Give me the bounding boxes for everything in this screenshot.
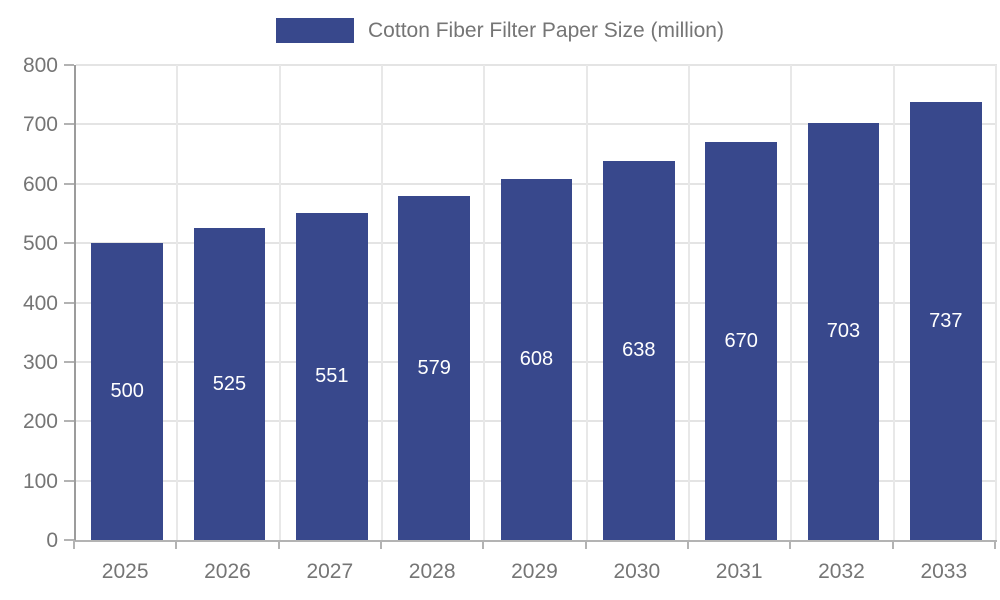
x-tick-mark (277, 540, 280, 549)
x-tick-label: 2030 (613, 560, 661, 583)
x-tick-mark (73, 540, 75, 549)
bar-value-label: 551 (315, 364, 349, 387)
bar: 579 (398, 196, 470, 540)
x-tick-mark (380, 540, 382, 549)
bar: 670 (705, 142, 777, 540)
x-tick-label: 2027 (306, 560, 354, 583)
x-tick-label: 2028 (408, 560, 456, 583)
gridline-v (687, 65, 690, 540)
gridline-v (380, 65, 383, 540)
bar-value-label: 608 (519, 348, 554, 370)
legend-swatch (276, 18, 355, 43)
y-tick-label: 800 (22, 54, 58, 77)
x-tick-label: 2031 (715, 560, 763, 583)
x-tick-label: 2033 (920, 560, 968, 583)
y-tick-mark (64, 539, 74, 541)
y-tick-label: 300 (22, 350, 58, 374)
y-tick-label: 500 (22, 232, 58, 256)
bar: 703 (807, 122, 880, 540)
y-tick-mark (64, 123, 74, 126)
gridline-v (585, 65, 588, 540)
y-tick-mark (64, 479, 74, 482)
x-tick-mark (584, 540, 587, 549)
x-tick-label: 2032 (818, 560, 865, 583)
bar-value-label: 670 (724, 329, 758, 352)
gridline-h (76, 64, 997, 66)
bar: 500 (91, 243, 163, 540)
x-tick-mark (482, 540, 485, 549)
gridline-h (76, 123, 997, 126)
gridline-v (995, 65, 997, 540)
bar-value-label: 579 (417, 356, 451, 379)
gridline-v (176, 65, 179, 540)
x-tick-mark (789, 540, 792, 549)
bar: 608 (500, 179, 573, 540)
bar: 551 (296, 212, 368, 540)
gridline-v (483, 65, 486, 540)
y-tick-label: 700 (22, 113, 58, 137)
bar-value-label: 737 (929, 309, 963, 332)
gridline-v (278, 65, 281, 540)
plot-area: 500 525 551 579 608 638 670 703 737 (74, 64, 997, 542)
x-tick-mark (994, 540, 996, 549)
y-tick-label: 200 (22, 410, 58, 434)
x-tick-label: 2029 (511, 560, 558, 583)
bar: 525 (193, 228, 266, 540)
y-tick-mark (64, 360, 74, 363)
x-tick-label: 2025 (101, 560, 149, 583)
y-tick-mark (64, 182, 74, 185)
bar-value-label: 703 (826, 319, 861, 342)
bar: 737 (910, 102, 982, 540)
legend-label: Cotton Fiber Filter Paper Size (million) (368, 18, 724, 42)
bar-value-label: 525 (212, 372, 247, 395)
y-tick-mark (64, 420, 74, 423)
y-tick-mark (64, 301, 74, 304)
bar-value-label: 638 (622, 339, 656, 362)
x-tick-label: 2026 (204, 560, 251, 583)
y-tick-label: 400 (22, 291, 58, 315)
y-tick-label: 0 (46, 529, 58, 552)
bar: 638 (603, 161, 675, 540)
y-tick-mark (64, 64, 74, 66)
bar-value-label: 500 (110, 380, 144, 403)
gridline-v (892, 65, 895, 540)
y-tick-label: 600 (22, 172, 58, 196)
legend: Cotton Fiber Filter Paper Size (million) (0, 18, 1000, 43)
x-tick-mark (175, 540, 178, 549)
gridline-v (790, 65, 793, 540)
y-tick-label: 100 (22, 469, 58, 493)
x-tick-mark (687, 540, 689, 549)
y-tick-mark (64, 242, 74, 245)
x-tick-mark (891, 540, 894, 549)
